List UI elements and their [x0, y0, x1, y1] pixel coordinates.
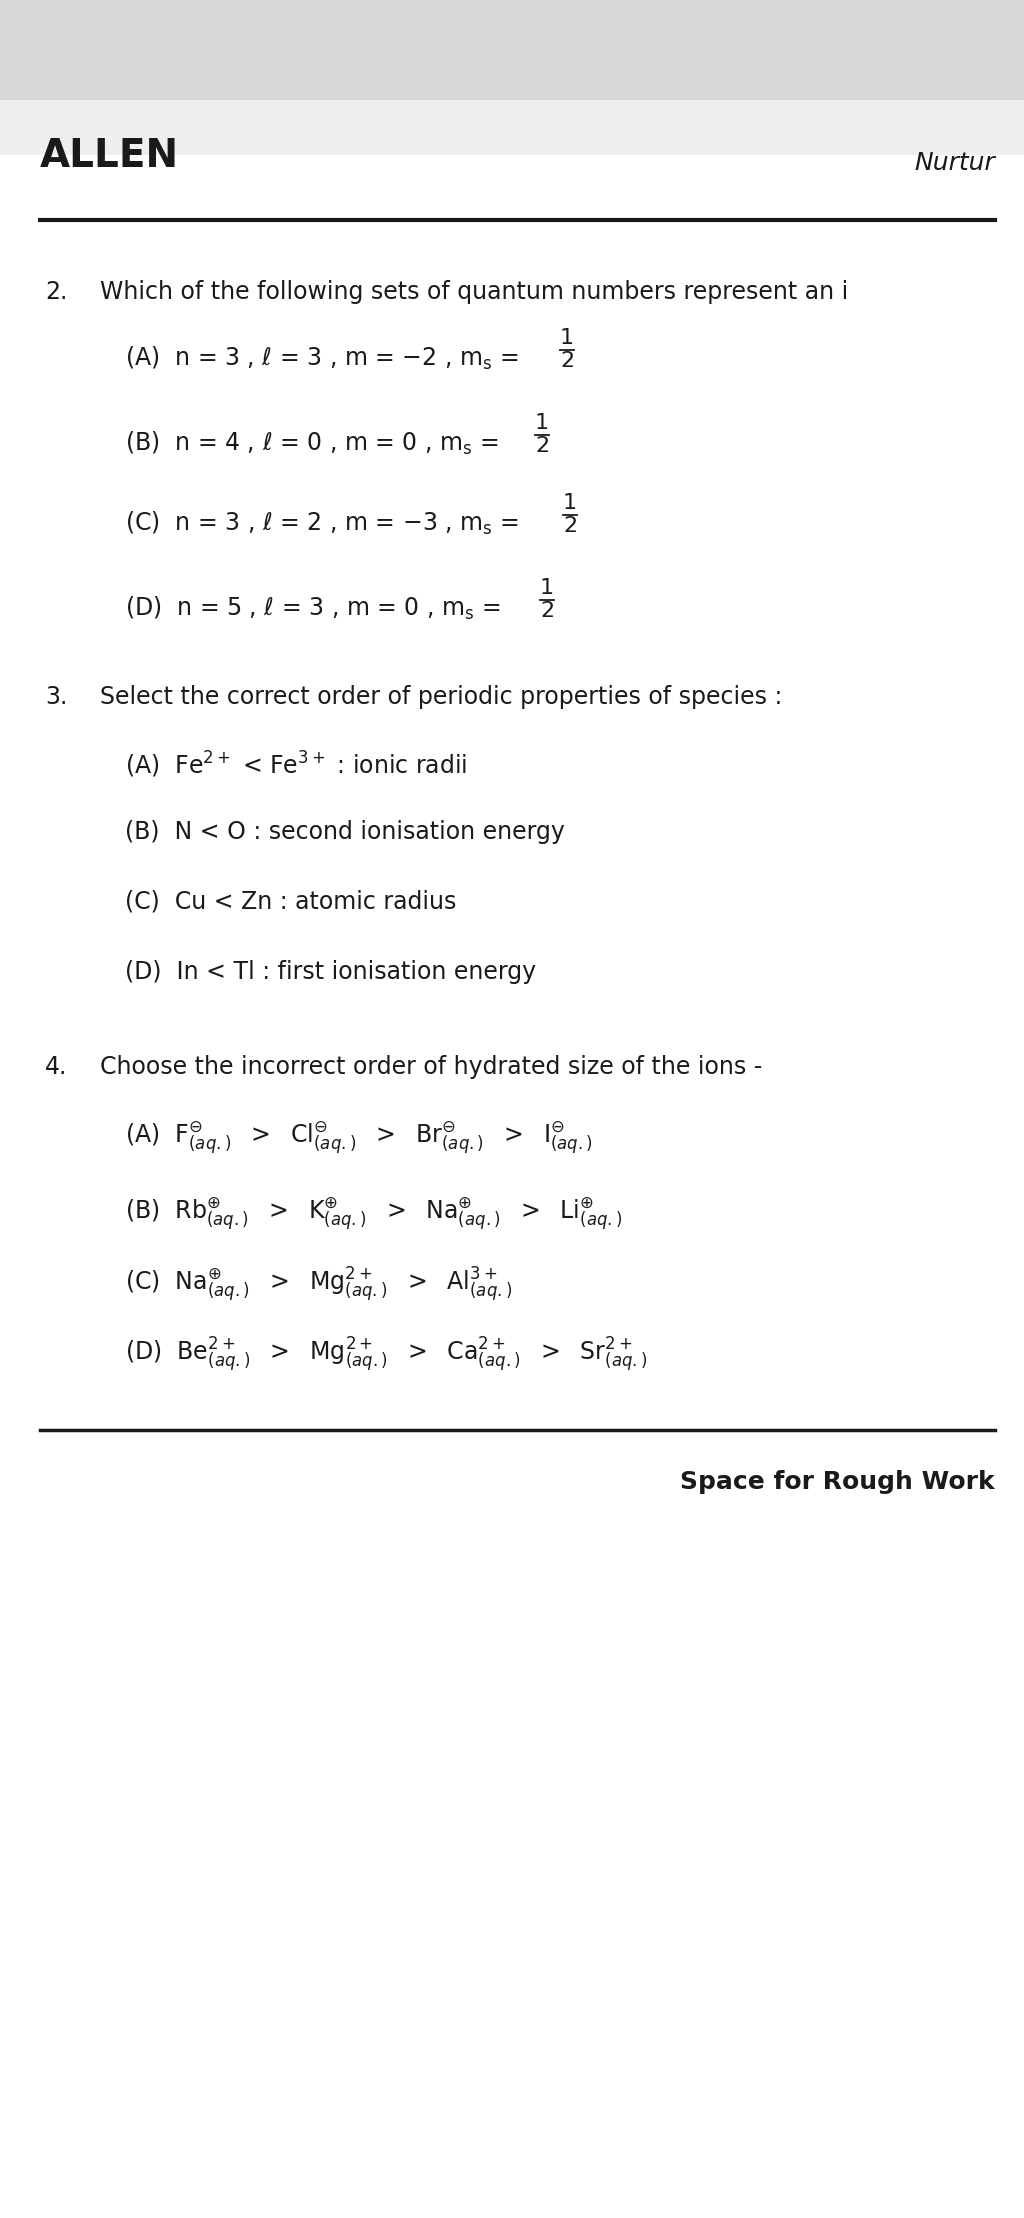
- Text: ALLEN: ALLEN: [40, 138, 179, 175]
- Text: Which of the following sets of quantum numbers represent an i: Which of the following sets of quantum n…: [100, 279, 848, 304]
- Text: Nurtur: Nurtur: [914, 151, 995, 175]
- Bar: [0, 100, 1024, 155]
- Text: Select the correct order of periodic properties of species :: Select the correct order of periodic pro…: [100, 685, 782, 710]
- Text: 2.: 2.: [45, 279, 68, 304]
- Text: (C)  Cu < Zn : atomic radius: (C) Cu < Zn : atomic radius: [125, 889, 457, 914]
- Text: (D)  n = 5 , $\ell$ = 3 , m = 0 , m$_{\rm s}$ =: (D) n = 5 , $\ell$ = 3 , m = 0 , m$_{\rm…: [125, 594, 504, 623]
- Text: 1: 1: [535, 413, 549, 433]
- Bar: [0, 0, 1024, 100]
- Text: Choose the incorrect order of hydrated size of the ions -: Choose the incorrect order of hydrated s…: [100, 1056, 762, 1078]
- Text: (B)  n = 4 , $\ell$ = 0 , m = 0 , m$_{\rm s}$ =: (B) n = 4 , $\ell$ = 0 , m = 0 , m$_{\rm…: [125, 430, 502, 457]
- Text: (A)  F$^{\ominus}_{(aq.)}$  $>$  Cl$^{\ominus}_{(aq.)}$  $>$  Br$^{\ominus}_{(aq: (A) F$^{\ominus}_{(aq.)}$ $>$ Cl$^{\omin…: [125, 1120, 593, 1156]
- Text: (C)  Na$^{\oplus}_{(aq.)}$  $>$  Mg$^{2+}_{(aq.)}$  $>$  Al$^{3+}_{(aq.)}$: (C) Na$^{\oplus}_{(aq.)}$ $>$ Mg$^{2+}_{…: [125, 1264, 512, 1304]
- Text: 1: 1: [563, 492, 578, 512]
- Text: (A)  Fe$^{2+}$ < Fe$^{3+}$ : ionic radii: (A) Fe$^{2+}$ < Fe$^{3+}$ : ionic radii: [125, 750, 467, 781]
- Text: 2: 2: [540, 601, 554, 621]
- Text: 2: 2: [563, 517, 578, 537]
- Text: 1: 1: [540, 579, 554, 599]
- Text: 2: 2: [560, 350, 574, 370]
- Text: 4.: 4.: [45, 1056, 68, 1078]
- Text: (B)  N < O : second ionisation energy: (B) N < O : second ionisation energy: [125, 821, 565, 845]
- Text: (A)  n = 3 , $\ell$ = 3 , m = $-$2 , m$_{\rm s}$ =: (A) n = 3 , $\ell$ = 3 , m = $-$2 , m$_{…: [125, 346, 521, 373]
- Text: 1: 1: [560, 328, 574, 348]
- Text: 3.: 3.: [45, 685, 68, 710]
- Text: (B)  Rb$^{\oplus}_{(aq.)}$  $>$  K$^{\oplus}_{(aq.)}$  $>$  Na$^{\oplus}_{(aq.)}: (B) Rb$^{\oplus}_{(aq.)}$ $>$ K$^{\oplus…: [125, 1196, 623, 1231]
- Text: 2: 2: [535, 437, 549, 457]
- Text: (D)  Be$^{2+}_{(aq.)}$  $>$  Mg$^{2+}_{(aq.)}$  $>$  Ca$^{2+}_{(aq.)}$  $>$  Sr$: (D) Be$^{2+}_{(aq.)}$ $>$ Mg$^{2+}_{(aq.…: [125, 1335, 647, 1373]
- Text: (C)  n = 3 , $\ell$ = 2 , m = $-$3 , m$_{\rm s}$ =: (C) n = 3 , $\ell$ = 2 , m = $-$3 , m$_{…: [125, 510, 521, 537]
- Text: (D)  In < Tl : first ionisation energy: (D) In < Tl : first ionisation energy: [125, 960, 537, 985]
- Text: Space for Rough Work: Space for Rough Work: [680, 1471, 995, 1495]
